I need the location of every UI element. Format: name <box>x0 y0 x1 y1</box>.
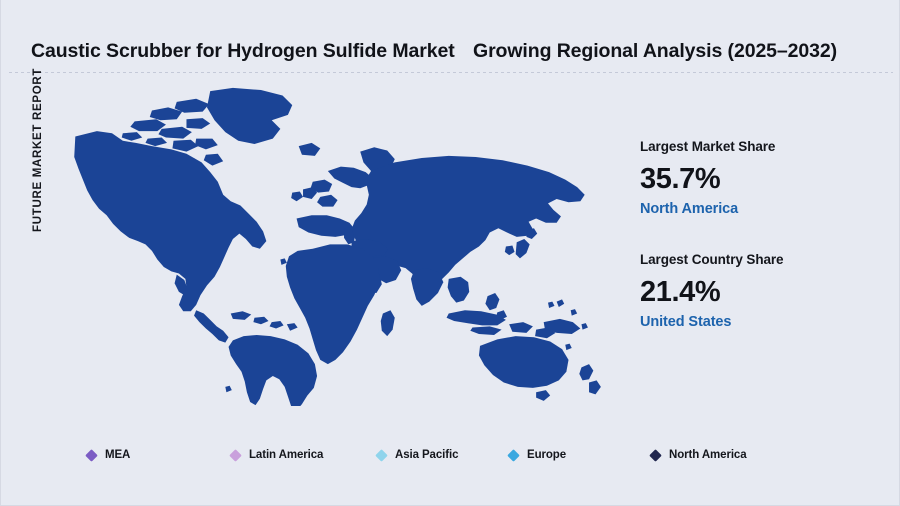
legend-item-label: North America <box>669 449 747 461</box>
stat-label: Largest Country Share <box>640 252 784 267</box>
world-map <box>71 86 616 406</box>
world-map-landmasses <box>74 87 601 406</box>
stat-value: 35.7% <box>640 163 721 195</box>
page-title-primary: Caustic Scrubber for Hydrogen Sulfide Ma… <box>31 40 455 62</box>
world-map-svg <box>74 87 601 406</box>
legend-swatch-icon <box>507 448 520 462</box>
legend-item-latin-america[interactable]: Latin America <box>229 442 324 468</box>
stat-region: North America <box>640 201 739 217</box>
stat-region: United States <box>640 314 732 330</box>
legend-swatch-icon <box>85 448 98 462</box>
legend-item-europe[interactable]: Europe <box>507 442 567 468</box>
page-title: Caustic Scrubber for Hydrogen Sulfide Ma… <box>31 38 876 68</box>
stat-label: Largest Market Share <box>640 139 776 154</box>
stat-largest-country-share: Largest Country Share 21.4% United State… <box>640 251 880 332</box>
legend-item-north-america[interactable]: North America <box>649 442 747 468</box>
legend-item-label: Europe <box>527 449 567 461</box>
legend-swatch-icon <box>229 448 242 462</box>
header: Caustic Scrubber for Hydrogen Sulfide Ma… <box>1 0 900 73</box>
brand-watermark: FUTURE MARKET REPORT <box>29 42 47 232</box>
legend-item-label: Latin America <box>249 449 324 461</box>
legend-swatch-icon <box>375 448 388 462</box>
legend-item-label: Asia Pacific <box>395 449 459 461</box>
header-divider <box>9 72 893 73</box>
legend-item-label: MEA <box>105 449 131 461</box>
legend-item-asia-pacific[interactable]: Asia Pacific <box>375 442 459 468</box>
stats-panel: Largest Market Share 35.7% North America… <box>640 138 880 364</box>
brand-watermark-label: FUTURE MARKET REPORT <box>32 67 44 232</box>
chart-legend: MEA Latin America Asia Pacific Europe No… <box>71 442 871 470</box>
stat-largest-market-share: Largest Market Share 35.7% North America <box>640 138 880 219</box>
legend-item-mea[interactable]: MEA <box>85 442 131 468</box>
stat-value: 21.4% <box>640 276 721 308</box>
page-title-secondary: Growing Regional Analysis (2025–2032) <box>473 40 838 62</box>
legend-swatch-icon <box>649 448 662 462</box>
